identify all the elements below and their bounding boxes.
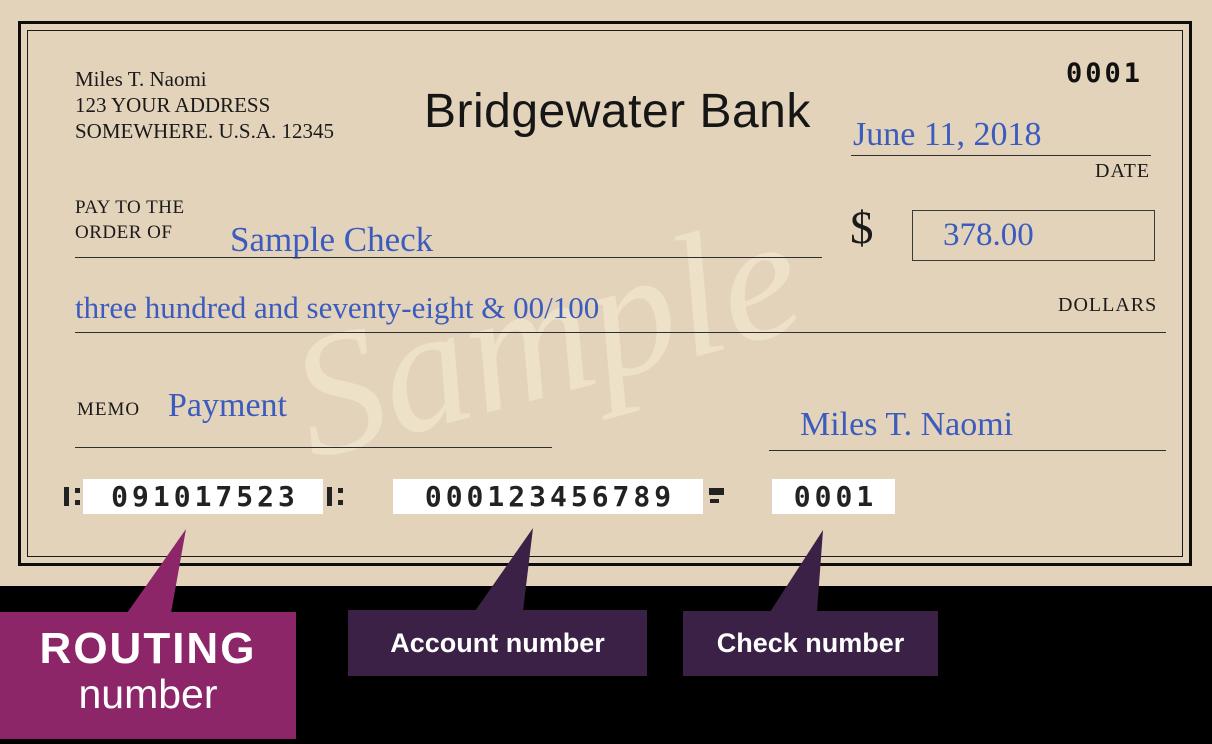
payer-address-line1: 123 YOUR ADDRESS (75, 93, 271, 117)
amount-value: 378.00 (943, 217, 1034, 253)
payer-address-block: Miles T. Naomi 123 YOUR ADDRESS SOMEWHER… (75, 66, 334, 144)
payee-value: Sample Check (230, 220, 434, 259)
micr-check-number: 0001 (793, 480, 878, 513)
micr-on-us-icon (709, 487, 724, 504)
account-number-callout: Account number (348, 610, 647, 676)
signature-line (769, 450, 1166, 451)
routing-number-highlight: 091017523 (83, 479, 323, 514)
bank-name: Bridgewater Bank (424, 85, 811, 138)
memo-label: MEMO (77, 399, 141, 420)
payer-name: Miles T. Naomi (75, 67, 207, 91)
payer-address-line2: SOMEWHERE. U.S.A. 12345 (75, 119, 335, 143)
payee-line (75, 257, 822, 258)
order-of-label: ORDER OF (75, 222, 173, 243)
dollars-label: DOLLARS (1058, 294, 1158, 316)
check-number-top: 0001 (1066, 58, 1144, 89)
date-label: DATE (1095, 160, 1151, 182)
memo-line (75, 447, 552, 448)
routing-callout-line2: number (78, 671, 218, 718)
amount-box: 378.00 (912, 210, 1155, 261)
dollar-sign: $ (850, 202, 874, 254)
check-number-highlight: 0001 (772, 479, 895, 514)
check-outer-border (18, 21, 1192, 566)
signature-value: Miles T. Naomi (800, 406, 1014, 443)
micr-routing-number: 091017523 (111, 480, 299, 513)
memo-value: Payment (168, 387, 287, 424)
amount-words-value: three hundred and seventy-eight & 00/100 (75, 290, 600, 325)
check-inner-border (27, 30, 1183, 557)
check-number-callout: Check number (683, 611, 938, 676)
routing-callout-line1: ROUTING (39, 624, 257, 673)
pay-to-the-label: PAY TO THE (75, 197, 185, 218)
date-line (851, 155, 1151, 156)
micr-transit-icon (64, 487, 80, 506)
micr-account-number: 000123456789 (424, 480, 676, 513)
micr-transit-icon (327, 487, 343, 506)
account-number-highlight: 000123456789 (393, 479, 703, 514)
amount-words-line (75, 332, 1166, 333)
routing-number-callout: ROUTING number (0, 612, 296, 739)
date-value: June 11, 2018 (853, 116, 1042, 153)
